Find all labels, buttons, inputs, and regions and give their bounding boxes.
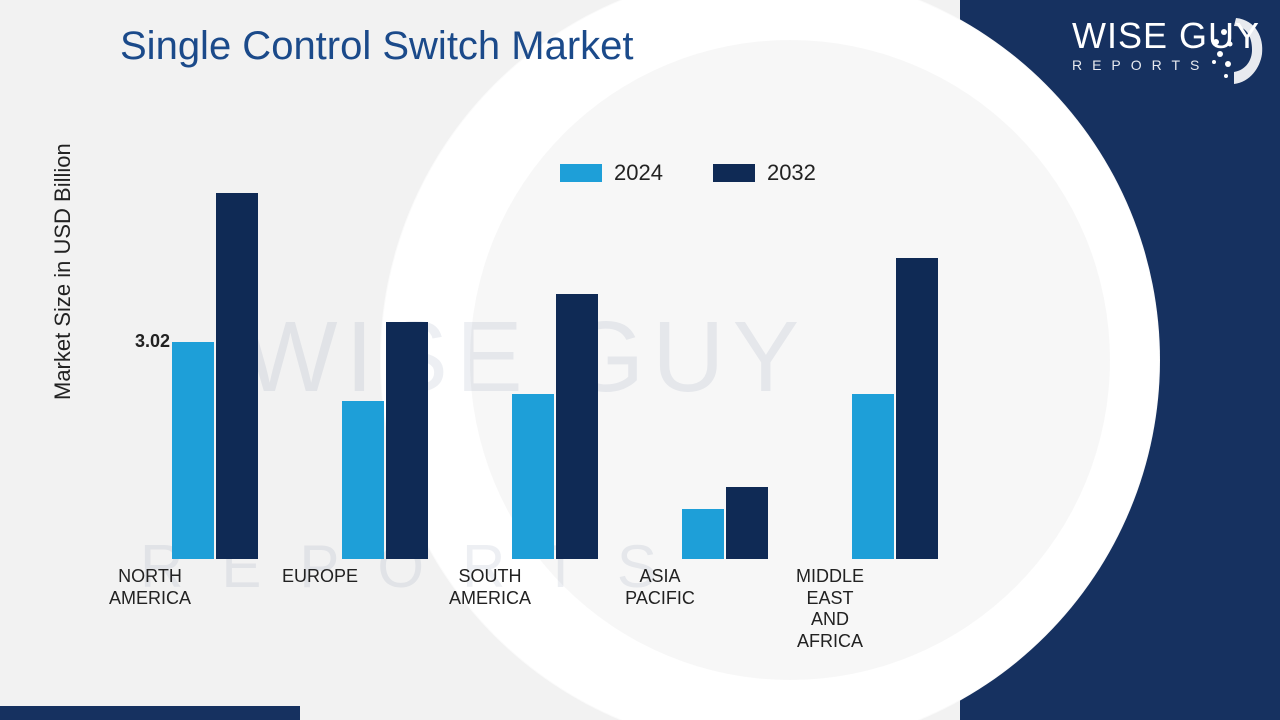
- plot-area: 3.02: [130, 180, 960, 560]
- bottom-accent-bar: [0, 706, 300, 720]
- brand-logo: WISE GUY REPORTS: [1072, 18, 1260, 72]
- x-axis-baseline: [130, 559, 960, 561]
- bar: [216, 193, 258, 559]
- bar-group: [840, 179, 960, 559]
- bar: [726, 487, 768, 559]
- bar-group: [330, 179, 450, 559]
- bar: [682, 509, 724, 559]
- bar: [556, 294, 598, 559]
- bar: [386, 322, 428, 559]
- bar: [896, 258, 938, 559]
- bar: [342, 401, 384, 559]
- page-root: WISE GUY REPORTS Single Control Switch M…: [0, 0, 1280, 720]
- y-axis-label: Market Size in USD Billion: [50, 143, 76, 400]
- logo-head-icon: [1206, 16, 1266, 86]
- bar-chart: Market Size in USD Billion 2024 2032 3.0…: [60, 160, 980, 700]
- bar: [172, 342, 214, 559]
- category-label: MIDDLEEASTANDAFRICA: [760, 566, 900, 652]
- bar-group: [160, 179, 280, 559]
- bar: [512, 394, 554, 559]
- chart-title: Single Control Switch Market: [120, 24, 634, 69]
- category-label: NORTHAMERICA: [80, 566, 220, 609]
- bar-value-label: 3.02: [110, 331, 170, 352]
- category-label: SOUTHAMERICA: [420, 566, 560, 609]
- bar-group: [500, 179, 620, 559]
- bar-group: [670, 179, 790, 559]
- category-label: EUROPE: [250, 566, 390, 588]
- category-label: ASIAPACIFIC: [590, 566, 730, 609]
- bar: [852, 394, 894, 559]
